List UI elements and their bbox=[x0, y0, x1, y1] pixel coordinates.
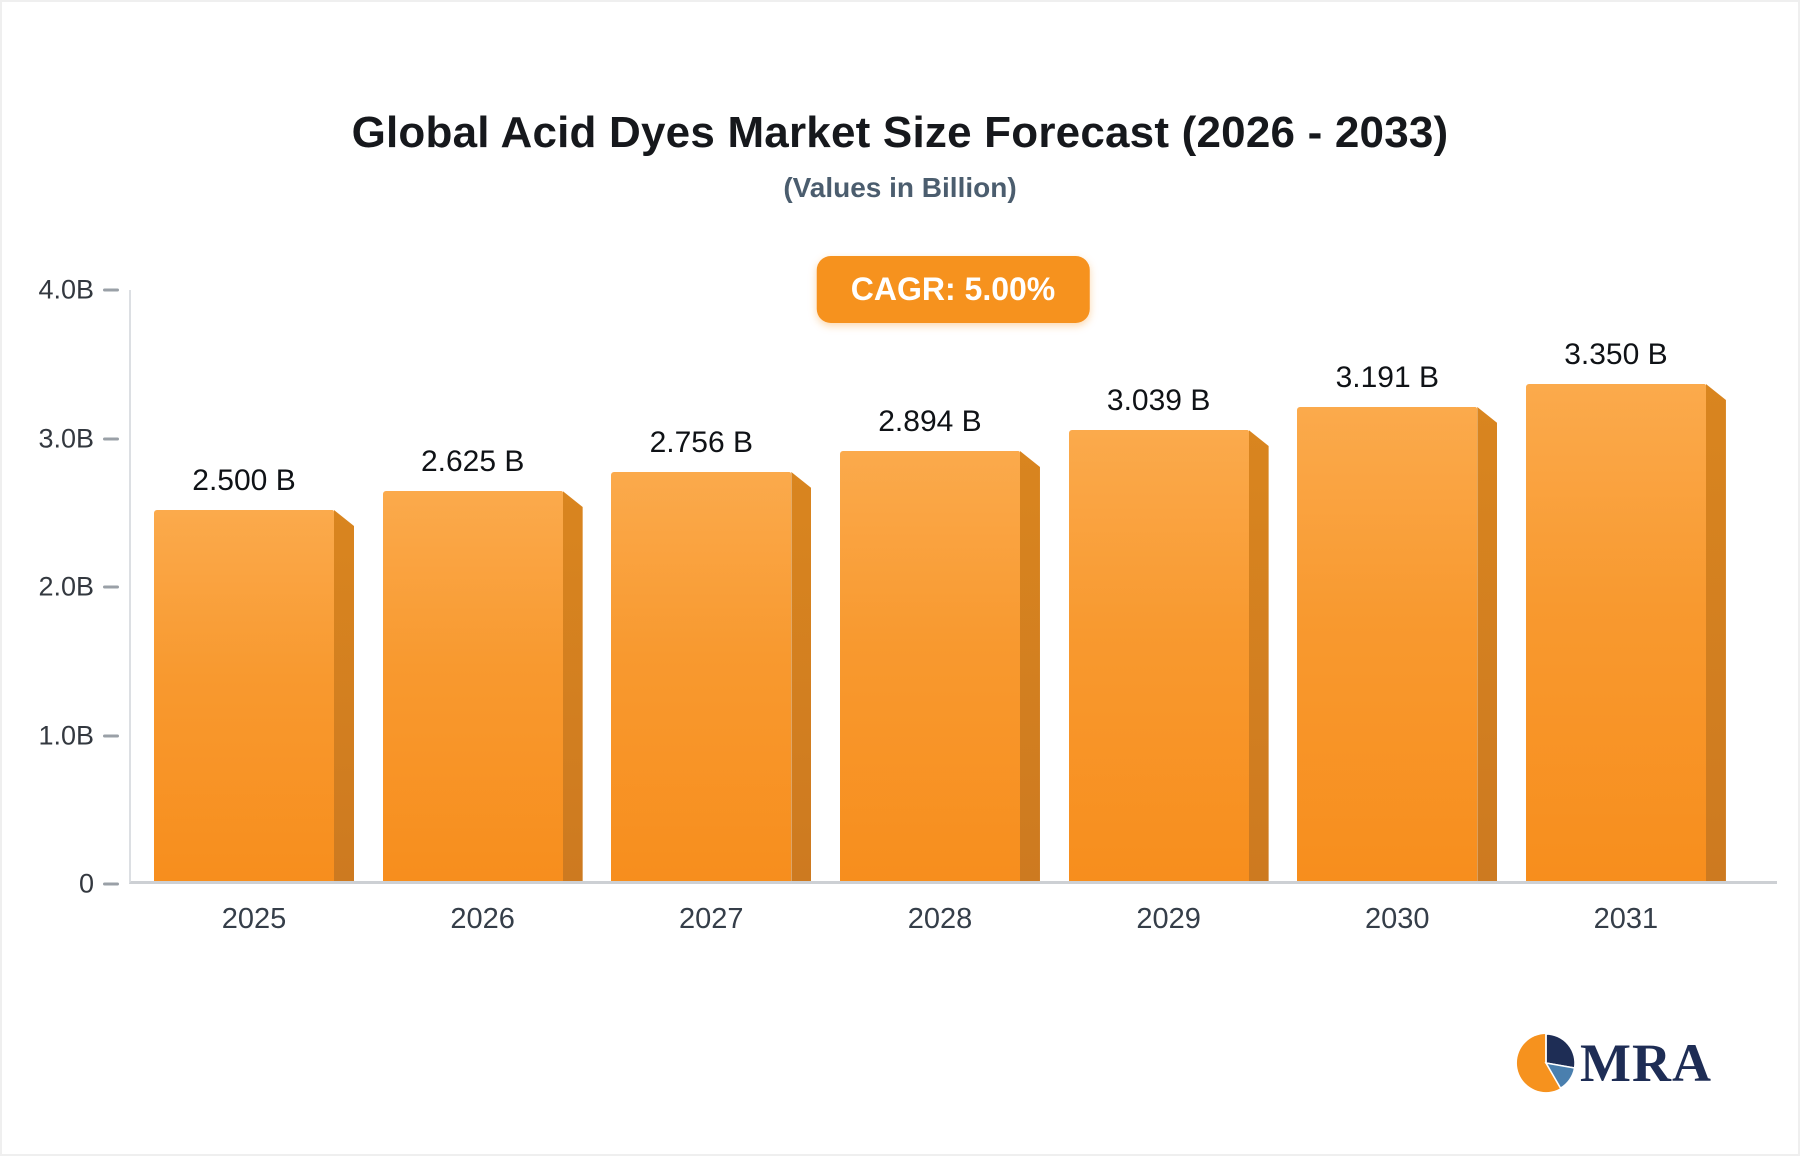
bar-group: 2.625 B 2026 bbox=[382, 290, 583, 935]
y-axis-tick-mark bbox=[103, 882, 119, 886]
bar-face bbox=[382, 491, 563, 881]
bar-3d-side bbox=[334, 510, 354, 881]
logo-text: MRA bbox=[1580, 1033, 1712, 1093]
bar bbox=[611, 472, 812, 881]
bar-3d-side bbox=[1019, 451, 1040, 881]
bar bbox=[1525, 384, 1726, 881]
bar-face bbox=[1525, 384, 1706, 881]
y-axis-tick: 2.0B bbox=[38, 572, 131, 603]
y-axis-tick-label: 3.0B bbox=[38, 423, 94, 453]
bar-value-label: 3.191 B bbox=[1335, 361, 1439, 394]
bars: 2.500 B 2025 2.625 B 2026 2.756 B 2027 2.894 B… bbox=[131, 290, 1777, 935]
chart-subtitle: (Values in Billion) bbox=[783, 172, 1017, 203]
y-axis-tick-label: 2.0B bbox=[38, 571, 94, 602]
y-axis-tick-mark bbox=[103, 585, 119, 589]
x-axis-label: 2029 bbox=[1136, 903, 1201, 935]
bar-face bbox=[611, 472, 792, 881]
bar-value-label: 2.625 B bbox=[420, 445, 525, 478]
y-axis-tick-mark bbox=[103, 734, 119, 737]
bar bbox=[382, 491, 583, 881]
bar-group: 3.191 B 2030 bbox=[1297, 290, 1498, 935]
y-axis-tick: 1.0B bbox=[38, 720, 131, 751]
bar-group: 3.350 B 2031 bbox=[1525, 290, 1726, 935]
bar-3d-side bbox=[1248, 430, 1269, 881]
bar-group: 2.500 B 2025 bbox=[154, 290, 354, 935]
bar-face bbox=[154, 510, 334, 881]
bar-value-label: 2.500 B bbox=[192, 464, 296, 497]
plot-area: 0 1.0B 2.0B 3.0B 4.0B 2.500 B 2025 2.625 B 2026… bbox=[38, 275, 1777, 935]
brand-logo: MRA bbox=[1515, 1032, 1712, 1094]
x-axis-label: 2030 bbox=[1365, 903, 1430, 935]
bar bbox=[1297, 407, 1498, 881]
x-axis-label: 2028 bbox=[907, 903, 973, 935]
y-axis-tick-mark bbox=[103, 437, 119, 440]
bar-group: 2.756 B 2027 bbox=[611, 290, 812, 935]
y-axis-tick: 4.0B bbox=[38, 275, 131, 306]
bar bbox=[1068, 430, 1269, 881]
y-axis-tick: 0 bbox=[79, 869, 131, 900]
bar-group: 2.894 B 2028 bbox=[839, 290, 1040, 935]
bar-face bbox=[1297, 407, 1478, 881]
y-axis-tick: 3.0B bbox=[38, 423, 131, 454]
pie-chart-icon bbox=[1516, 1033, 1576, 1093]
x-axis-label: 2025 bbox=[221, 903, 287, 935]
chart-title: Global Acid Dyes Market Size Forecast (2… bbox=[351, 108, 1449, 157]
y-axis-tick-label: 0 bbox=[78, 868, 94, 899]
y-axis-tick-label: 4.0B bbox=[38, 274, 94, 305]
bar-3d-side bbox=[562, 491, 583, 881]
bar-face bbox=[839, 451, 1020, 881]
bar bbox=[839, 451, 1040, 881]
bar-3d-side bbox=[1705, 384, 1726, 881]
bar-3d-side bbox=[791, 472, 812, 881]
y-axis-tick-mark bbox=[103, 288, 119, 292]
x-axis-label: 2026 bbox=[450, 903, 515, 935]
bar-value-label: 3.350 B bbox=[1564, 338, 1668, 371]
bar-value-label: 3.039 B bbox=[1106, 384, 1211, 417]
x-axis-label: 2027 bbox=[679, 903, 744, 935]
bar-value-label: 2.756 B bbox=[649, 426, 754, 459]
bar-face bbox=[1068, 430, 1249, 881]
cagr-badge: CAGR: 5.00% bbox=[816, 256, 1090, 323]
bar-3d-side bbox=[1477, 407, 1498, 881]
bar-value-label: 2.894 B bbox=[878, 405, 982, 438]
y-axis-tick-label: 1.0B bbox=[38, 720, 94, 750]
x-axis-label: 2031 bbox=[1593, 903, 1659, 935]
bar-group: 3.039 B 2029 bbox=[1068, 290, 1269, 935]
bar bbox=[154, 510, 354, 881]
